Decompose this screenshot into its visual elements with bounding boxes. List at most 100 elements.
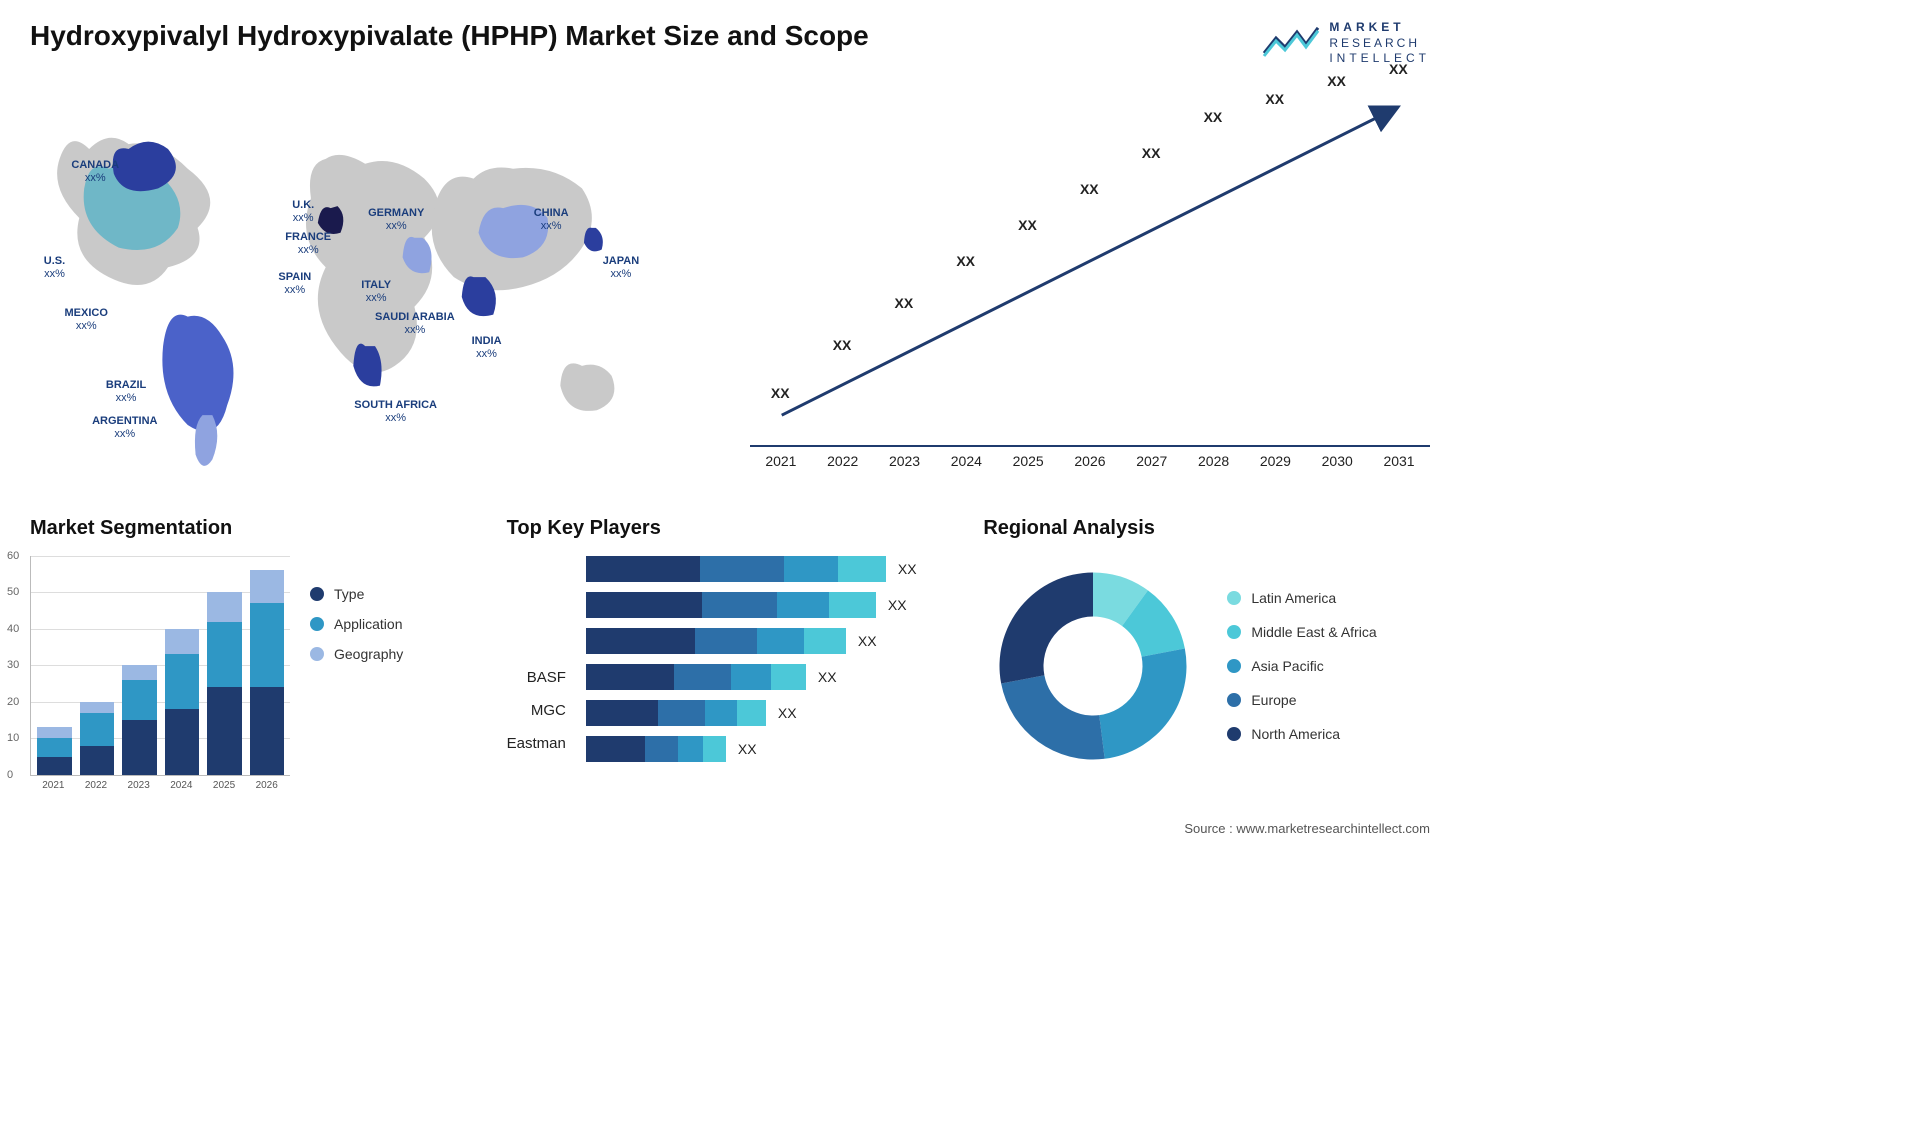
regional-donut [983, 556, 1203, 776]
seg-bar [165, 629, 200, 775]
player-value: XX [888, 597, 907, 613]
map-label: U.S.xx% [44, 255, 65, 281]
growth-xtick: 2023 [879, 453, 931, 469]
map-label: JAPANxx% [603, 255, 639, 281]
map-label: INDIAxx% [472, 335, 502, 361]
player-name: BASF [507, 669, 566, 686]
seg-bar [122, 665, 157, 775]
seg-ytick: 30 [7, 659, 19, 671]
regional-legend: Latin America Middle East & Africa Asia Pa… [1227, 590, 1376, 742]
legend-item: North America [1227, 726, 1376, 742]
player-bar-row: XX [586, 736, 953, 762]
donut-slice [1001, 675, 1105, 759]
legend-item: Europe [1227, 692, 1376, 708]
segmentation-title: Market Segmentation [30, 517, 477, 540]
growth-xtick: 2030 [1311, 453, 1363, 469]
regional-title: Regional Analysis [983, 517, 1430, 540]
segmentation-legend: Type Application Geography [310, 556, 403, 791]
logo-line1: MARKET [1329, 20, 1430, 36]
map-label: FRANCExx% [285, 231, 331, 257]
growth-bar-label: XX [1080, 181, 1099, 197]
growth-bar-label: XX [956, 253, 975, 269]
seg-xtick: 2026 [249, 780, 284, 791]
player-value: XX [778, 705, 797, 721]
map-label: SPAINxx% [278, 271, 311, 297]
map-label: GERMANYxx% [368, 207, 424, 233]
player-bar-row: XX [586, 556, 953, 582]
player-bar-row: XX [586, 592, 953, 618]
growth-bar-label: XX [1204, 109, 1223, 125]
map-label: SOUTH AFRICAxx% [354, 399, 437, 425]
donut-slice [1100, 648, 1187, 758]
growth-bar-label: XX [895, 295, 914, 311]
seg-ytick: 60 [7, 550, 19, 562]
player-value: XX [898, 561, 917, 577]
seg-xtick: 2025 [207, 780, 242, 791]
map-label: MEXICOxx% [65, 307, 108, 333]
growth-xtick: 2027 [1126, 453, 1178, 469]
player-name: MGC [507, 702, 566, 719]
map-label: U.K.xx% [292, 199, 314, 225]
player-value: XX [738, 741, 757, 757]
players-panel: Top Key Players BASFMGCEastman XXXXXXXXX… [507, 517, 954, 791]
players-names: BASF MGC Eastman [507, 556, 566, 762]
player-bar-row: XX [586, 664, 953, 690]
seg-bar [207, 592, 242, 775]
segmentation-panel: Market Segmentation 1020304050600 2021 20… [30, 517, 477, 791]
legend-item: Asia Pacific [1227, 658, 1376, 674]
map-label: ARGENTINAxx% [92, 415, 157, 441]
segmentation-chart: 1020304050600 [30, 556, 290, 776]
map-label: ITALYxx% [361, 279, 391, 305]
world-map-panel: CANADAxx% U.S.xx% MEXICOxx% BRAZILxx% ARGENT… [30, 87, 720, 487]
growth-bar-label: XX [1265, 91, 1284, 107]
legend-item: Middle East & Africa [1227, 624, 1376, 640]
map-label: SAUDI ARABIAxx% [375, 311, 455, 337]
seg-bar [80, 702, 115, 775]
growth-xtick: 2028 [1188, 453, 1240, 469]
seg-bar [37, 727, 72, 774]
legend-item: Geography [310, 646, 403, 662]
seg-ytick: 40 [7, 623, 19, 635]
growth-xtick: 2026 [1064, 453, 1116, 469]
page-title: Hydroxypivalyl Hydroxypivalate (HPHP) Ma… [30, 20, 869, 52]
growth-xtick: 2029 [1250, 453, 1302, 469]
player-bar-row: XX [586, 628, 953, 654]
players-chart: XX XX XX XX XX XX [586, 556, 953, 762]
growth-bar-label: XX [1142, 145, 1161, 161]
legend-item: Latin America [1227, 590, 1376, 606]
logo-icon [1261, 21, 1321, 66]
seg-xtick: 2021 [36, 780, 71, 791]
growth-chart: XXXXXXXXXXXXXXXXXXXXXX [750, 87, 1430, 447]
source-attribution: Source : www.marketresearchintellect.com [30, 821, 1430, 836]
legend-item: Application [310, 616, 403, 632]
player-bar-row: XX [586, 700, 953, 726]
brand-logo: MARKET RESEARCH INTELLECT [1261, 20, 1430, 67]
seg-xtick: 2024 [164, 780, 199, 791]
growth-xtick: 2022 [817, 453, 869, 469]
player-name: Eastman [507, 735, 566, 752]
seg-ytick: 10 [7, 732, 19, 744]
player-value: XX [858, 633, 877, 649]
seg-xtick: 2023 [121, 780, 156, 791]
growth-bar-label: XX [771, 385, 790, 401]
growth-xtick: 2031 [1373, 453, 1425, 469]
seg-ytick: 20 [7, 696, 19, 708]
seg-xtick: 2022 [79, 780, 114, 791]
growth-xtick: 2024 [940, 453, 992, 469]
logo-line2: RESEARCH [1329, 36, 1430, 52]
growth-bar-label: XX [1389, 61, 1408, 77]
growth-xtick: 2025 [1002, 453, 1054, 469]
player-value: XX [818, 669, 837, 685]
map-label: BRAZILxx% [106, 379, 146, 405]
players-title: Top Key Players [507, 517, 954, 540]
legend-item: Type [310, 586, 403, 602]
regional-panel: Regional Analysis Latin America Middle Ea… [983, 517, 1430, 791]
growth-bar-label: XX [1018, 217, 1037, 233]
growth-bar-label: XX [833, 337, 852, 353]
growth-chart-panel: XXXXXXXXXXXXXXXXXXXXXX 20212022202320242… [750, 87, 1430, 487]
map-label: CANADAxx% [71, 159, 119, 185]
seg-bar [250, 570, 285, 774]
logo-line3: INTELLECT [1329, 51, 1430, 67]
growth-bar-label: XX [1327, 73, 1346, 89]
donut-slice [1000, 572, 1094, 683]
